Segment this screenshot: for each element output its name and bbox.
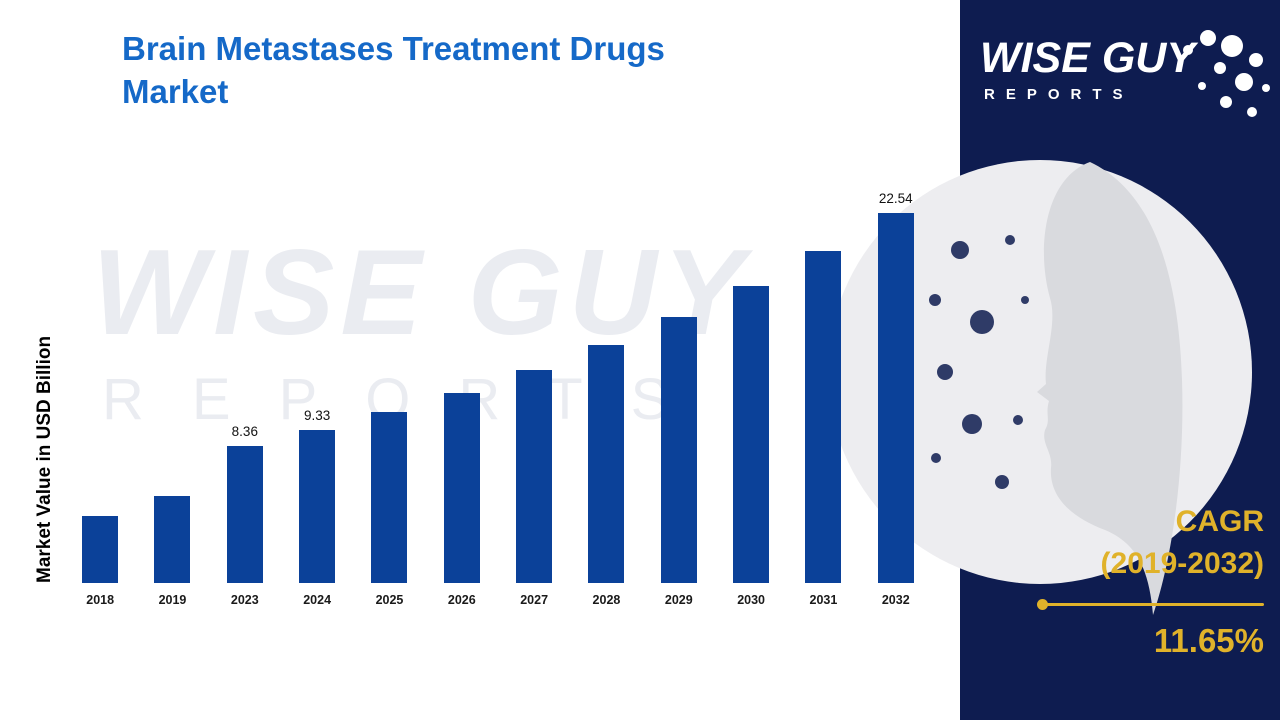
x-tick-2023: 2023 (230, 593, 259, 607)
bar-group-2028: 2028 (570, 165, 642, 610)
page-title-line2: Market (122, 72, 229, 110)
bar-2031 (805, 251, 842, 583)
bar-group-2029: 2029 (643, 165, 715, 610)
bar-group-2026: 2026 (426, 165, 498, 610)
bar-group-2018: 2018 (64, 165, 136, 610)
x-tick-2026: 2026 (447, 593, 476, 607)
bar-2025 (371, 412, 408, 583)
cagr-block: CAGR (2019-2032) 11.65% (1037, 505, 1264, 660)
page-title-line1: Brain Metastases Treatment Drugs (122, 30, 665, 67)
watermark-line1: WISE GUY (92, 224, 751, 360)
bar-2029 (660, 317, 697, 583)
x-tick-2032: 2032 (881, 593, 910, 607)
page-title: Brain Metastases Treatment Drugs Market (122, 28, 862, 114)
bar-group-2027: 2027 (498, 165, 570, 610)
bar-chart: 2018 2019 8.36 2023 9.33 2024 2025 2026 2027 2028… (64, 165, 932, 610)
brand-subname: REPORTS (984, 86, 1134, 103)
bar-2019 (154, 496, 191, 583)
cagr-value: 11.65% (1153, 622, 1264, 659)
watermark: WISE GUY REPORTS (92, 222, 750, 433)
bar-2028 (588, 345, 625, 583)
bar-group-2030: 2030 (715, 165, 787, 610)
bar-value-label-2023: 8.36 (231, 424, 258, 439)
bar-group-2032: 22.54 2032 (860, 165, 932, 610)
x-tick-2030: 2030 (737, 593, 766, 607)
x-tick-2018: 2018 (86, 593, 115, 607)
bar-group-2031: 2031 (787, 165, 859, 610)
bar-value-label-2024: 9.33 (304, 408, 331, 423)
x-tick-2027: 2027 (520, 593, 549, 607)
cagr-divider-line (1037, 599, 1264, 610)
x-tick-2019: 2019 (158, 593, 187, 607)
bar-group-2025: 2025 (353, 165, 425, 610)
bar-value-label-2032: 22.54 (878, 191, 913, 206)
cagr-label: CAGR (1175, 505, 1264, 538)
x-tick-2025: 2025 (375, 593, 404, 607)
x-tick-2031: 2031 (809, 593, 838, 607)
bar-2018 (82, 516, 119, 583)
bar-2032 (877, 213, 914, 583)
bar-2027 (516, 370, 553, 583)
bar-2023 (226, 446, 263, 583)
bar-group-2023: 8.36 2023 (209, 165, 281, 610)
bar-group-2024: 9.33 2024 (281, 165, 353, 610)
y-axis-label: Market Value in USD Billion (34, 335, 55, 583)
bar-2026 (443, 393, 480, 583)
brand-name: WISE GUY (980, 34, 1196, 82)
cagr-range: (2019-2032) (1100, 547, 1264, 580)
bar-2030 (733, 286, 770, 583)
x-tick-2024: 2024 (303, 593, 332, 607)
x-tick-2029: 2029 (664, 593, 693, 607)
bar-group-2019: 2019 (136, 165, 208, 610)
x-tick-2028: 2028 (592, 593, 621, 607)
bar-2024 (299, 430, 336, 583)
brand-logo: WISE GUY REPORTS (980, 34, 1195, 103)
